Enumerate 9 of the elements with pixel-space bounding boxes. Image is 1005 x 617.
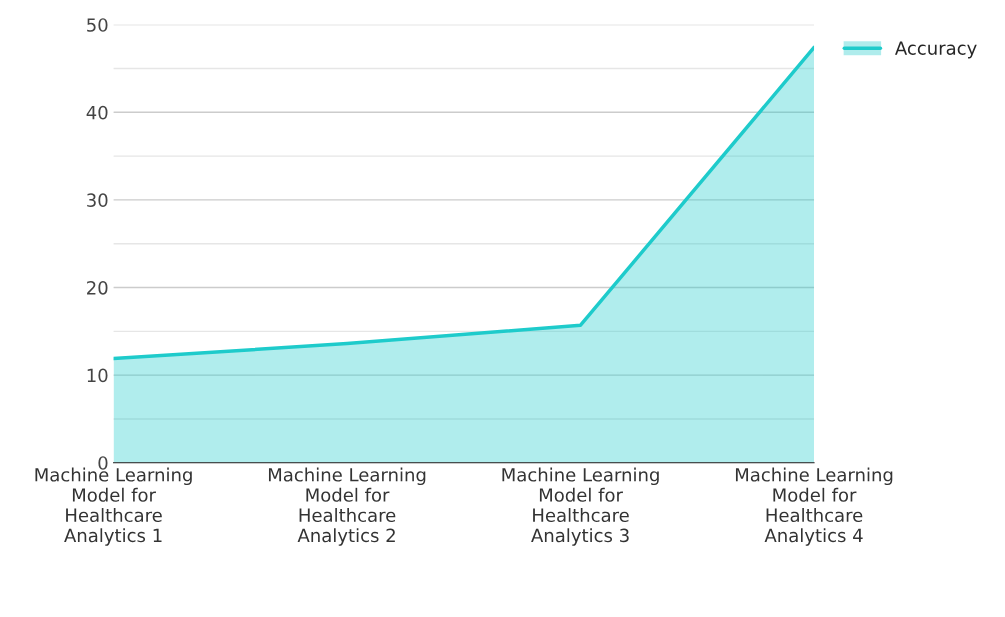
x-tick-label: Machine Learning Model for Healthcare Analytics 2 xyxy=(268,467,426,546)
y-tick-label: 50 xyxy=(87,18,108,32)
x-tick-label: Machine Learning Model for Healthcare Analytics 4 xyxy=(735,467,893,546)
y-tick-label: 10 xyxy=(87,368,108,383)
y-tick-label: 30 xyxy=(87,193,108,208)
legend-label: Accuracy xyxy=(895,41,977,59)
y-tick-label: 40 xyxy=(86,105,108,120)
x-tick-label: Machine Learning Model for Healthcare Analytics 3 xyxy=(502,467,659,546)
y-tick-label: 20 xyxy=(87,280,108,295)
